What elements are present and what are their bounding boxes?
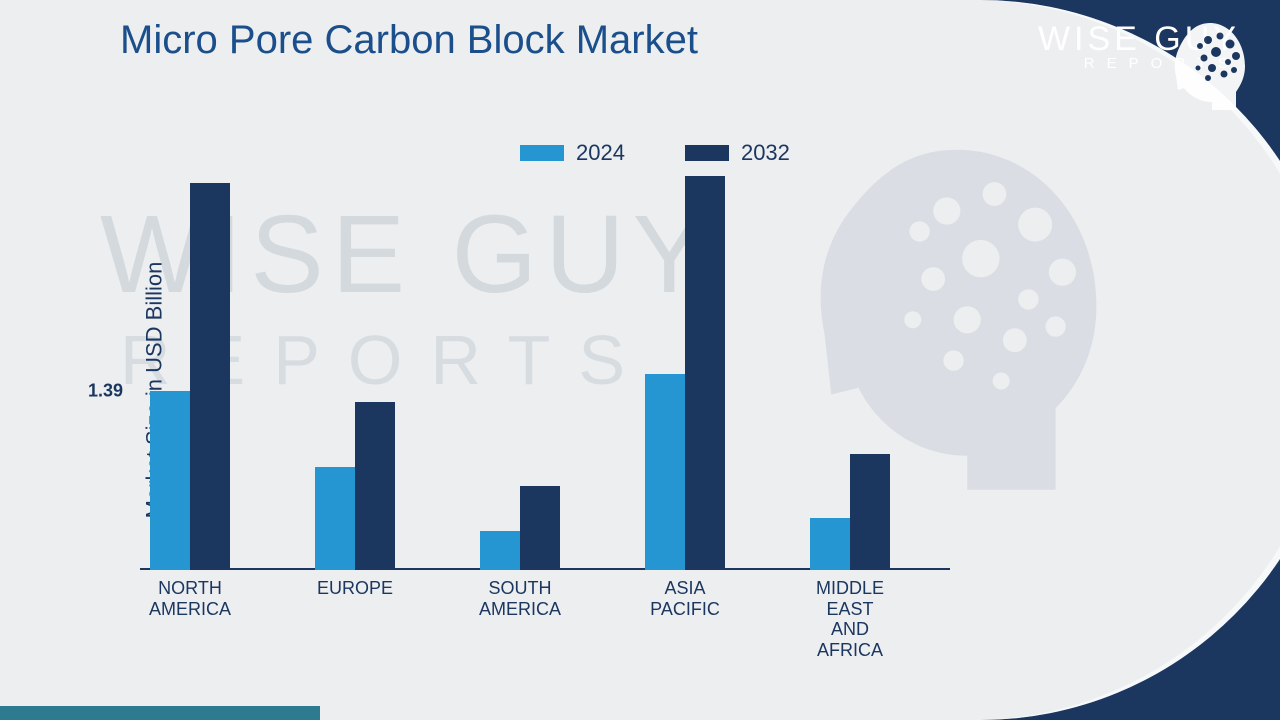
bar-series-a (480, 531, 520, 570)
bar-group: NORTHAMERICA (150, 170, 270, 570)
bar-series-a (810, 518, 850, 570)
category-label: EUROPE (275, 578, 435, 599)
bar-group: EUROPE (315, 170, 435, 570)
plot-area: NORTHAMERICA EUROPE SOUTHAMERICA ASIAPACIFI… (140, 170, 950, 570)
bar-series-b (190, 183, 230, 570)
category-label: SOUTHAMERICA (440, 578, 600, 619)
footer-accent-bar (0, 706, 320, 720)
category-label: MIDDLEEASTANDAFRICA (770, 578, 930, 661)
bar-series-a (315, 467, 355, 570)
canvas: WISE GUY REPORTS Micro Pore Carbon Block… (0, 0, 1280, 720)
bar-group: SOUTHAMERICA (480, 170, 600, 570)
category-label: ASIAPACIFIC (605, 578, 765, 619)
bar-series-b (685, 176, 725, 570)
bar-series-b (520, 486, 560, 570)
chart-title: Micro Pore Carbon Block Market (120, 18, 698, 63)
category-label: NORTHAMERICA (110, 578, 270, 619)
bar-group: MIDDLEEASTANDAFRICA (810, 170, 930, 570)
bar-group: ASIAPACIFIC (645, 170, 765, 570)
brand-head-icon (1150, 18, 1250, 118)
bar-series-b (850, 454, 890, 570)
bar-series-a (645, 374, 685, 570)
bar-chart: Market Size in USD Billion NORTHAMERICAE… (70, 150, 950, 630)
brand-logo: WISE GUY REPORTS (1038, 20, 1240, 72)
bar-series-a (150, 391, 190, 570)
y-tick-label: 1.39 (88, 381, 123, 402)
bar-series-b (355, 402, 395, 570)
